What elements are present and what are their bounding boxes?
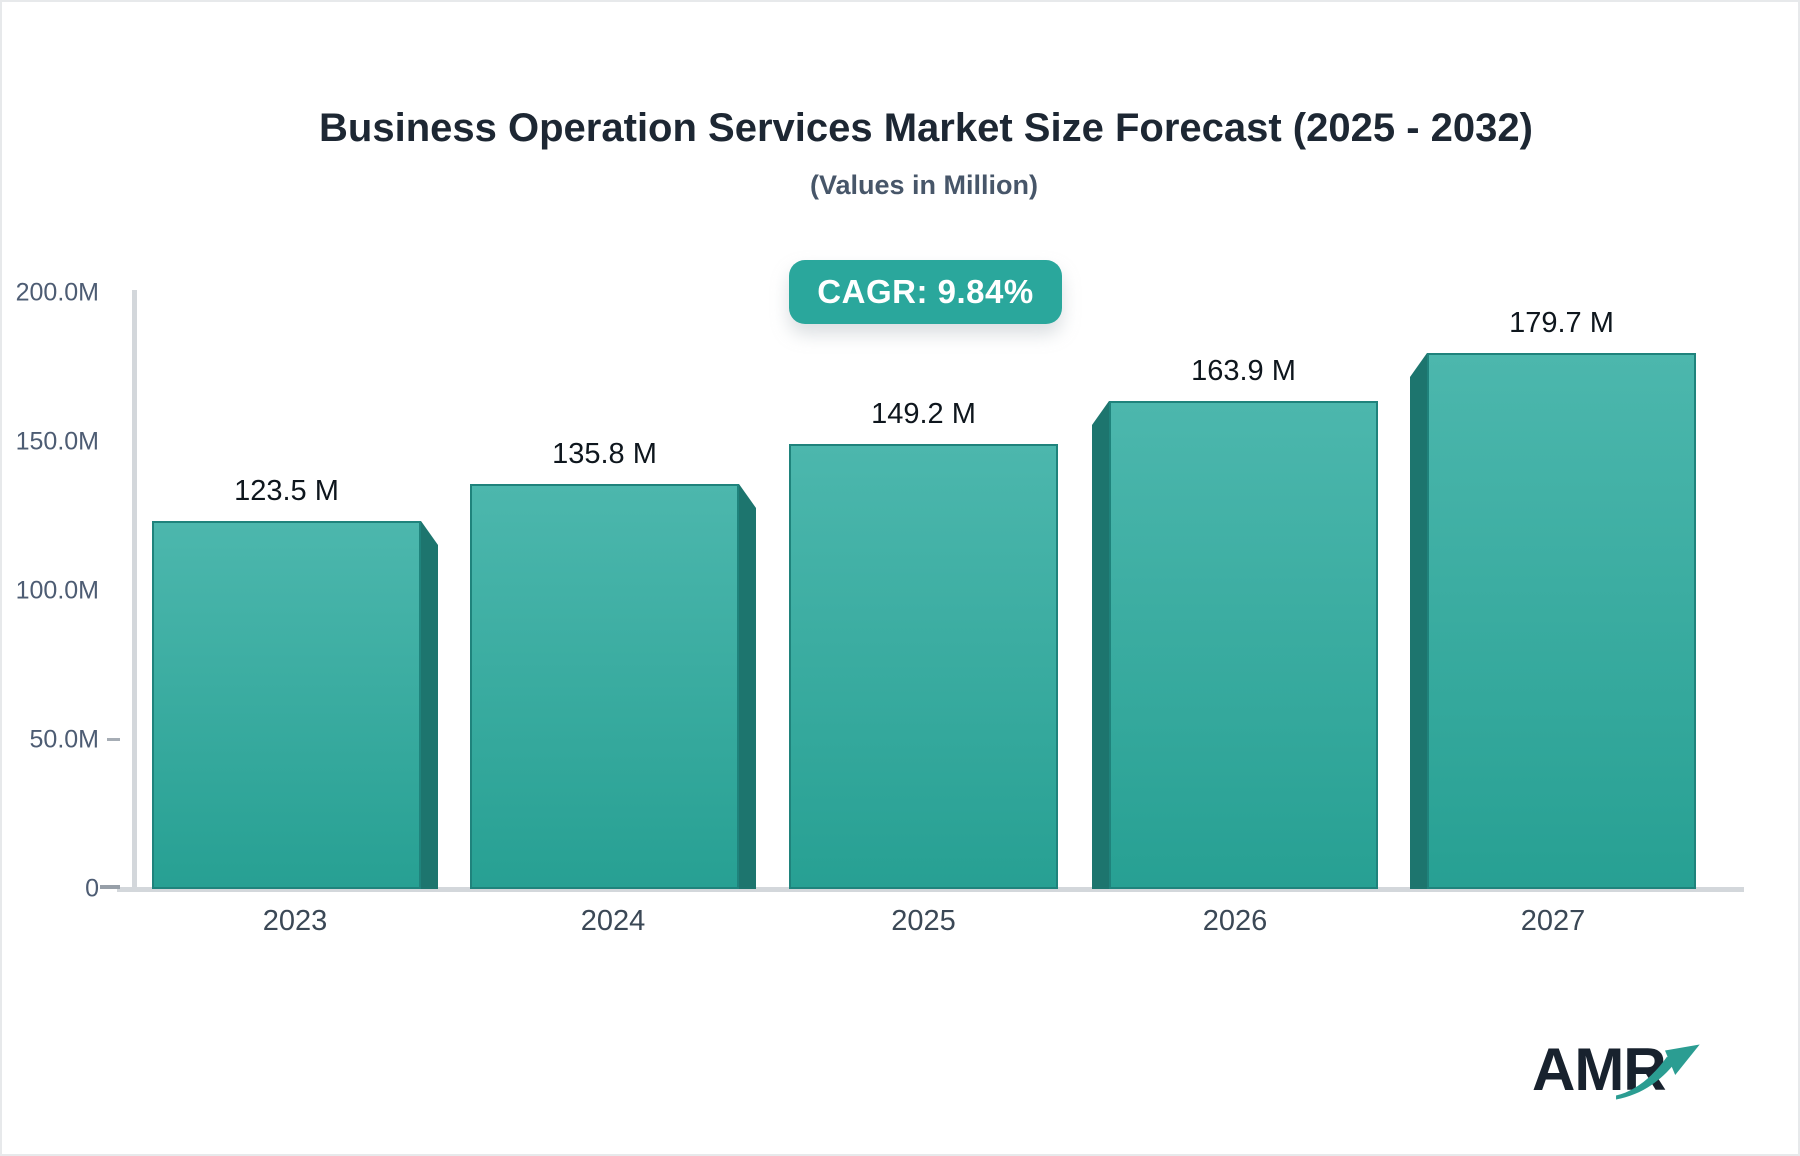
x-axis-category-label: 2027 xyxy=(1520,905,1586,937)
bar-2026 xyxy=(1109,401,1378,889)
bar-value-label: 163.9 M xyxy=(1191,355,1296,387)
cagr-badge: CAGR: 9.84% xyxy=(789,260,1062,324)
bar-2024 xyxy=(470,484,739,889)
y-axis-tick-label: 150.0M xyxy=(15,427,99,456)
bar-2026-side-face xyxy=(1092,401,1109,889)
bar-2025 xyxy=(789,444,1058,889)
x-axis-category-label: 2025 xyxy=(891,905,956,937)
y-axis-line xyxy=(132,290,137,887)
amr-logo-text: AMR xyxy=(1532,1036,1667,1103)
growth-arrow-icon xyxy=(1616,1044,1700,1100)
bar-value-label: 135.8 M xyxy=(552,438,657,470)
cagr-badge-label: CAGR: 9.84% xyxy=(817,273,1034,310)
amr-logo: AMR xyxy=(1532,1038,1712,1108)
x-axis-category-label: 2026 xyxy=(1202,905,1268,937)
y-axis-tick-label: 0 xyxy=(85,874,99,903)
bar-value-label: 149.2 M xyxy=(871,398,976,430)
y-axis-tick-label: 50.0M xyxy=(29,725,99,754)
bar-value-label: 123.5 M xyxy=(234,475,339,507)
x-axis-category-label: 2023 xyxy=(262,905,328,937)
bar-2024-side-face xyxy=(739,484,756,889)
chart-subtitle: (Values in Million) xyxy=(809,170,1039,200)
bar-2023 xyxy=(152,521,421,889)
y-axis-tick-label: 200.0M xyxy=(15,278,99,307)
chart-title: Business Operation Services Market Size … xyxy=(319,106,1533,150)
bar-value-label: 179.7 M xyxy=(1509,307,1614,339)
y-tick-mark-zero xyxy=(100,885,120,889)
y-tick-mark-50m xyxy=(107,738,120,741)
y-axis-tick-label: 100.0M xyxy=(15,576,99,605)
bar-2027-side-face xyxy=(1410,353,1427,889)
bar-2023-side-face xyxy=(421,521,438,889)
x-axis-category-label: 2024 xyxy=(580,905,646,937)
x-axis-baseline xyxy=(117,887,1744,892)
bar-2027 xyxy=(1427,353,1696,889)
